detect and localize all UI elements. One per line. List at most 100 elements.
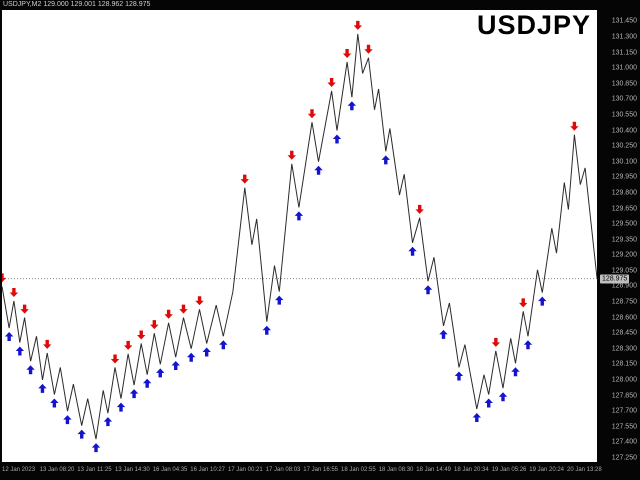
sell-arrow-icon	[519, 298, 528, 308]
price-tick-label: 127.550	[611, 423, 637, 431]
price-tick-label: 129.350	[611, 236, 637, 244]
sell-arrow-icon	[287, 150, 296, 160]
chart-ohlc-title: USDJPY,M2 129.000 129.001 128.962 128.97…	[3, 1, 151, 8]
buy-arrow-icon	[381, 155, 390, 165]
sell-arrow-icon	[179, 304, 188, 314]
sell-arrow-icon	[164, 309, 173, 319]
price-tick-label: 130.700	[611, 95, 637, 103]
sell-arrow-icon	[415, 204, 424, 214]
price-tick-label: 127.700	[611, 407, 637, 415]
buy-arrow-icon	[423, 285, 433, 295]
buy-arrow-icon	[439, 329, 448, 339]
symbol-watermark: USDJPY	[476, 10, 591, 40]
buy-arrow-icon	[275, 295, 284, 305]
buy-arrow-icon	[314, 165, 323, 175]
buy-arrow-icon	[219, 340, 228, 350]
price-tick-label: 129.650	[611, 205, 637, 212]
sell-arrow-icon	[327, 78, 336, 88]
buy-arrow-icon	[262, 325, 271, 335]
price-tick-label: 130.850	[611, 80, 637, 88]
price-axis[interactable]: 131.450 131.300 131.150 131.000 130.850 130.7…	[599, 10, 640, 462]
buy-arrow-icon	[142, 378, 152, 388]
current-price-tag: 128.975	[600, 274, 630, 284]
time-tick-label: 13 Jan 14:30	[115, 467, 150, 473]
time-tick-label: 18 Jan 20:34	[454, 467, 489, 473]
sell-arrow-icon	[491, 337, 501, 347]
buy-arrow-icon	[484, 398, 493, 408]
buy-arrow-icon	[129, 389, 139, 399]
buy-arrow-icon	[294, 211, 304, 221]
time-tick-label: 13 Jan 11:25	[77, 467, 112, 473]
time-tick-label: 16 Jan 10:27	[190, 467, 225, 473]
buy-arrow-icon	[472, 413, 482, 423]
sell-arrow-icon	[353, 20, 363, 30]
price-tick-label: 129.050	[611, 267, 637, 275]
time-tick-label: 19 Jan 20:24	[529, 467, 564, 473]
sell-arrow-icon	[364, 44, 373, 54]
buy-arrow-icon	[171, 361, 180, 371]
buy-arrow-icon	[538, 296, 547, 306]
sell-arrow-icon	[137, 330, 146, 340]
buy-arrow-icon	[511, 367, 520, 377]
time-tick-label: 20 Jan 13:28	[567, 467, 602, 473]
price-tick-label: 130.250	[611, 142, 637, 150]
price-tick-label: 129.200	[611, 251, 637, 259]
price-tick-label: 128.000	[611, 376, 637, 384]
sell-arrow-icon	[195, 296, 204, 306]
time-tick-label: 18 Jan 08:30	[378, 467, 414, 473]
time-tick-label: 19 Jan 05:26	[491, 467, 527, 473]
buy-arrow-icon	[50, 398, 59, 408]
price-tick-label: 128.150	[611, 360, 637, 368]
price-tick-label: 130.400	[611, 127, 637, 134]
time-axis[interactable]: 12 Jan 2023 13 Jan 08:20 13 Jan 11:25 13 Ja…	[2, 462, 602, 480]
sell-arrow-icon	[342, 48, 352, 58]
buy-arrow-icon	[103, 417, 113, 427]
buy-arrow-icon	[332, 134, 342, 144]
price-tick-label: 131.000	[611, 64, 637, 72]
sell-arrow-icon	[110, 354, 120, 364]
price-tick-label: 130.100	[611, 158, 637, 166]
buy-arrow-icon	[347, 101, 357, 111]
time-tick-label: 18 Jan 14:49	[416, 467, 451, 473]
price-tick-label: 128.600	[611, 314, 637, 322]
buy-arrow-icon	[4, 331, 14, 341]
price-chart-area[interactable]: USDJPY	[2, 10, 597, 462]
price-tick-label: 129.800	[611, 189, 637, 197]
sell-arrow-icon	[9, 287, 19, 297]
price-tick-label: 127.850	[611, 392, 637, 399]
buy-arrow-icon	[156, 368, 165, 378]
sell-arrow-icon	[240, 174, 249, 184]
zigzag-chart[interactable]	[2, 10, 597, 462]
buy-arrow-icon	[523, 340, 533, 350]
zigzag-line	[2, 33, 597, 440]
time-tick-label: 18 Jan 02:55	[341, 467, 376, 473]
price-tick-label: 127.400	[611, 438, 637, 446]
time-tick-label: 17 Jan 08:03	[265, 467, 301, 473]
price-tick-label: 131.450	[611, 17, 637, 25]
sell-arrow-icon	[570, 121, 579, 131]
sell-arrow-icon	[307, 109, 317, 119]
buy-arrow-icon	[116, 402, 126, 412]
price-tick-label: 128.450	[611, 329, 637, 337]
price-tick-label: 128.300	[611, 345, 637, 353]
price-tick-label: 130.550	[611, 111, 637, 119]
price-tick-label: 127.250	[611, 454, 637, 462]
sell-arrow-icon	[123, 340, 133, 350]
time-tick-label: 16 Jan 04:35	[152, 467, 188, 473]
buy-arrow-icon	[63, 415, 72, 425]
price-tick-label: 128.750	[611, 298, 637, 306]
time-tick-label: 13 Jan 08:20	[39, 467, 75, 473]
buy-arrow-icon	[15, 346, 25, 356]
price-tick-label: 129.500	[611, 220, 637, 228]
price-tick-label: 128.900	[611, 282, 637, 290]
price-tick-label: 131.300	[611, 33, 637, 41]
sell-arrow-icon	[2, 273, 7, 283]
price-tick-label: 131.150	[611, 49, 637, 57]
buy-arrow-icon	[202, 347, 211, 357]
buy-arrow-icon	[498, 392, 508, 402]
time-tick-label: 12 Jan 2023	[2, 467, 36, 473]
buy-arrow-icon	[408, 246, 417, 256]
buy-arrow-icon	[187, 352, 196, 362]
price-tick-label: 129.950	[611, 173, 637, 181]
